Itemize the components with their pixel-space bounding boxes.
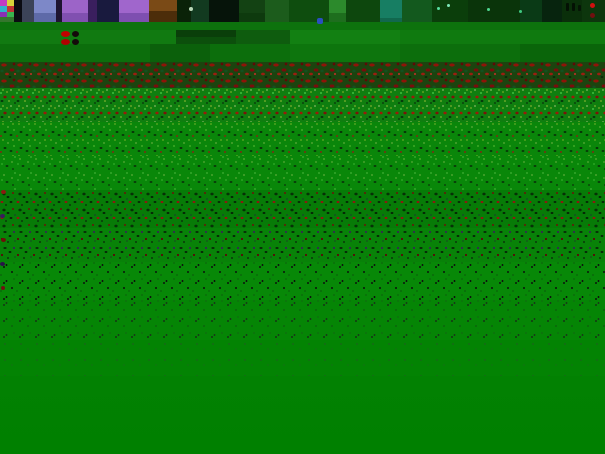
glitch-block — [402, 0, 432, 22]
glitch-block — [7, 6, 14, 12]
dark-glyph-artifact — [566, 3, 569, 11]
glitch-block — [520, 0, 542, 22]
glitch-block — [520, 44, 605, 62]
glitch-block — [289, 0, 329, 22]
edge-red-artifact — [1, 286, 5, 290]
glitch-block — [290, 44, 400, 62]
glitch-block — [34, 0, 56, 13]
glitch-block — [209, 0, 239, 22]
dark-glyph-artifact — [572, 3, 575, 11]
glitch-block — [329, 0, 346, 13]
dark-red-dot-artifact — [590, 13, 595, 18]
glitch-block — [265, 0, 289, 22]
edge-red-artifact — [1, 238, 6, 242]
mint-speck-artifact — [437, 7, 440, 10]
texture-band — [0, 122, 605, 156]
glitch-block — [97, 0, 119, 22]
glitch-block — [400, 30, 605, 44]
edge-red-artifact — [1, 190, 6, 194]
blue-dot-artifact — [317, 18, 323, 24]
dark-glyph-artifact — [578, 5, 581, 11]
texture-band — [0, 340, 605, 376]
glitch-block — [176, 30, 236, 37]
glitch-block — [62, 13, 88, 22]
glitch-block — [56, 0, 62, 22]
red-oval-artifact — [61, 31, 70, 37]
mint-speck-artifact — [519, 10, 522, 13]
mint-speck-artifact — [447, 4, 450, 7]
glitch-block — [119, 13, 149, 22]
glitch-block — [290, 30, 400, 44]
texture-band — [0, 88, 605, 122]
glitch-block — [582, 0, 605, 22]
edge-purple-artifact — [0, 214, 5, 218]
glitch-block — [22, 0, 34, 22]
glitch-block — [0, 30, 176, 44]
red-dot-artifact — [590, 3, 595, 8]
glitch-block — [0, 22, 605, 30]
glitch-block — [542, 0, 562, 22]
texture-band — [0, 62, 605, 88]
glitch-block — [432, 0, 468, 22]
glitch-block — [14, 0, 22, 22]
glitch-block — [329, 13, 346, 22]
dark-oval-artifact — [72, 39, 79, 45]
glitch-block — [380, 18, 402, 22]
mint-speck-artifact — [487, 8, 490, 11]
texture-band — [0, 262, 605, 300]
glitch-block — [468, 0, 520, 22]
glitch-block — [0, 0, 7, 6]
glitch-block — [0, 12, 7, 17]
glitch-block — [149, 0, 177, 11]
glitch-block — [236, 30, 290, 44]
texture-band — [0, 228, 605, 262]
glitch-block — [177, 0, 191, 22]
glitch-block — [7, 12, 14, 17]
glitch-block — [88, 0, 97, 22]
glitch-block — [191, 0, 209, 22]
glitch-block — [239, 0, 265, 13]
glitch-block — [176, 37, 236, 44]
glitch-block — [346, 0, 380, 22]
edge-purple-artifact — [0, 262, 5, 266]
texture-band — [0, 156, 605, 190]
glitch-block — [7, 0, 14, 6]
texture-band — [0, 376, 605, 454]
glitch-block — [0, 17, 14, 23]
glitch-block — [380, 0, 402, 18]
glitch-block — [62, 0, 88, 13]
red-oval-artifact — [61, 39, 70, 45]
glitch-block — [149, 11, 177, 22]
glitch-block — [239, 13, 265, 22]
light-dot-artifact — [189, 7, 193, 11]
glitch-block — [119, 0, 149, 13]
glitch-block — [150, 44, 210, 62]
texture-band — [0, 300, 605, 340]
texture-band — [0, 190, 605, 228]
dark-oval-artifact — [72, 31, 79, 37]
glitch-block — [34, 13, 56, 22]
glitch-block — [0, 6, 7, 12]
